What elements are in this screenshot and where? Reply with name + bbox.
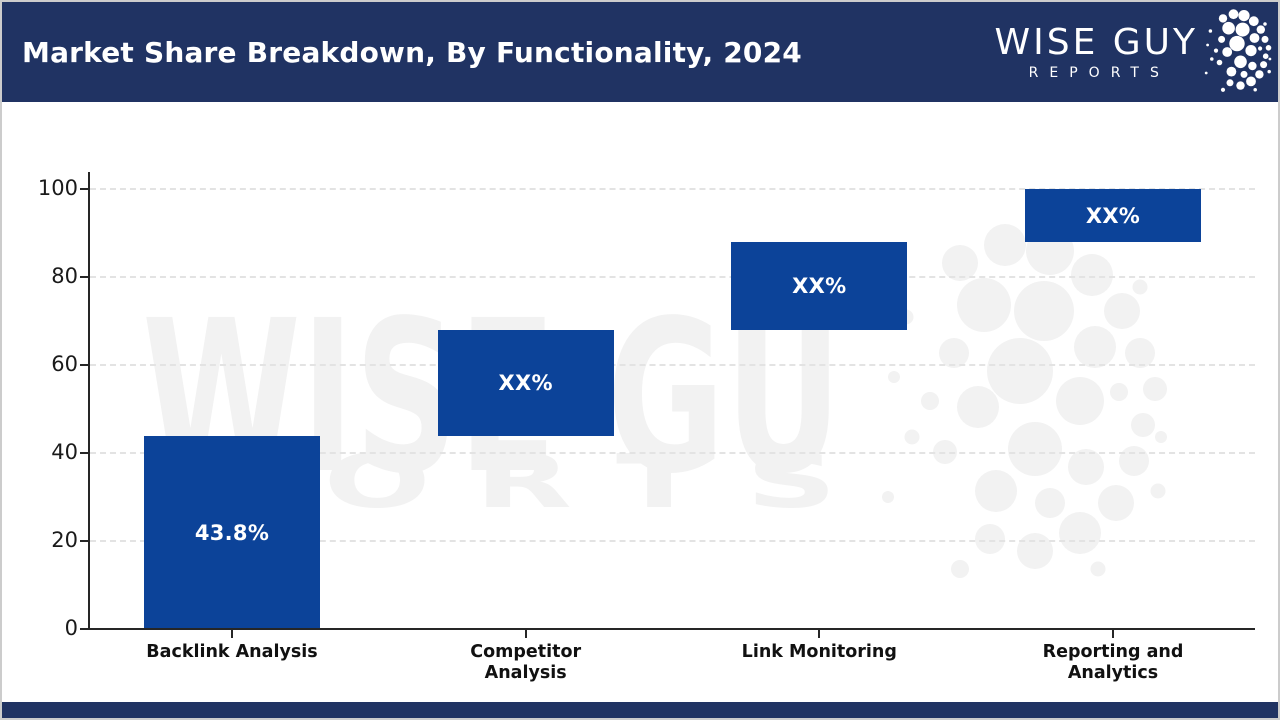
x-category-label: Reporting and Analytics: [993, 642, 1233, 684]
x-tick-mark: [524, 630, 527, 638]
header-band: Market Share Breakdown, By Functionality…: [2, 2, 1278, 102]
x-tick-mark: [818, 630, 821, 638]
y-tick-label: 20: [51, 527, 78, 552]
brand-logo-text: WISE GUY REPORTS: [994, 21, 1199, 81]
x-category-label-line: Competitor: [470, 642, 582, 662]
y-tick-mark: [80, 187, 88, 190]
bar: XX%: [1025, 189, 1201, 242]
bar: 43.8%: [144, 436, 320, 629]
y-tick-label: 40: [51, 439, 78, 464]
brand-logo: WISE GUY REPORTS: [995, 2, 1273, 102]
y-tick-mark: [80, 539, 88, 542]
x-axis-spine: [88, 628, 1255, 630]
x-category-label-line: Reporting and: [1042, 642, 1184, 662]
y-tick-mark: [80, 275, 88, 278]
x-category-label: Backlink Analysis: [112, 642, 352, 663]
y-tick-mark: [80, 363, 88, 366]
footer-bar: [2, 702, 1278, 718]
bar-value-label: XX%: [498, 370, 553, 395]
x-tick-mark: [231, 630, 233, 638]
bar: XX%: [437, 329, 614, 437]
grid-line: [90, 539, 1255, 542]
grid-line: [90, 363, 1255, 366]
y-tick-label: 60: [51, 351, 78, 376]
y-tick-mark: [80, 628, 88, 630]
y-tick-label: 80: [51, 263, 78, 288]
x-category-label-line: Backlink Analysis: [146, 642, 318, 662]
chart-title: Market Share Breakdown, By Functionality…: [22, 35, 802, 69]
bar-value-label: XX%: [1085, 203, 1141, 228]
x-category-label: Link Monitoring: [699, 642, 939, 663]
bar: XX%: [731, 241, 908, 330]
grid-line: [90, 187, 1255, 190]
x-category-label: Competitor Analysis: [406, 642, 646, 684]
y-tick-label: 100: [37, 175, 78, 200]
grid-line: [90, 275, 1255, 278]
y-tick-mark: [80, 451, 88, 454]
brand-subtitle: REPORTS: [1028, 64, 1170, 81]
x-category-label-line: Link Monitoring: [741, 642, 897, 662]
grid-line: [90, 451, 1255, 454]
x-category-label-line: Analytics: [1067, 663, 1159, 683]
y-axis-spine: [88, 172, 90, 630]
brand-face-icon: [1204, 9, 1272, 92]
bar-value-label: 43.8%: [194, 520, 270, 545]
x-tick-mark: [1112, 630, 1114, 638]
bar-value-label: XX%: [792, 273, 847, 298]
y-tick-label: 0: [64, 616, 78, 640]
brand-name: WISE GUY: [994, 21, 1198, 63]
x-category-label-line: Analysis: [484, 663, 567, 683]
